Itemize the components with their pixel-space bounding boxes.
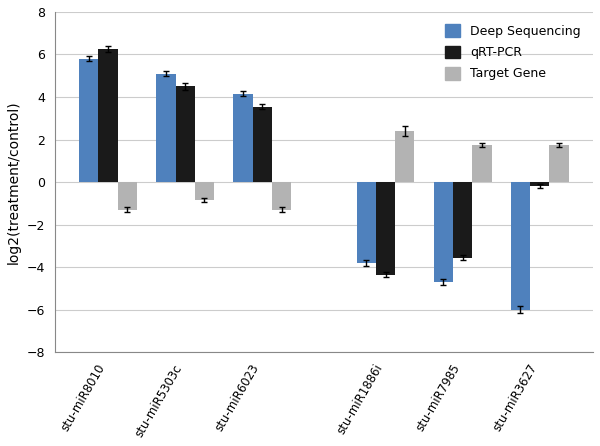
Legend: Deep Sequencing, qRT-PCR, Target Gene: Deep Sequencing, qRT-PCR, Target Gene — [439, 18, 587, 87]
Bar — [233, 94, 253, 182]
Bar — [530, 182, 550, 186]
Bar — [453, 182, 472, 257]
Bar — [550, 145, 569, 182]
Bar — [272, 182, 291, 210]
Bar — [472, 145, 491, 182]
Bar — [79, 59, 98, 182]
Bar — [434, 182, 453, 282]
Bar — [176, 87, 195, 182]
Bar — [511, 182, 530, 310]
Bar — [156, 74, 176, 182]
Y-axis label: log2(treatment/control): log2(treatment/control) — [7, 100, 21, 264]
Bar — [253, 107, 272, 182]
Bar — [195, 182, 214, 200]
Bar — [98, 49, 118, 182]
Bar — [395, 131, 415, 182]
Bar — [376, 182, 395, 275]
Bar — [356, 182, 376, 263]
Bar — [118, 182, 137, 210]
